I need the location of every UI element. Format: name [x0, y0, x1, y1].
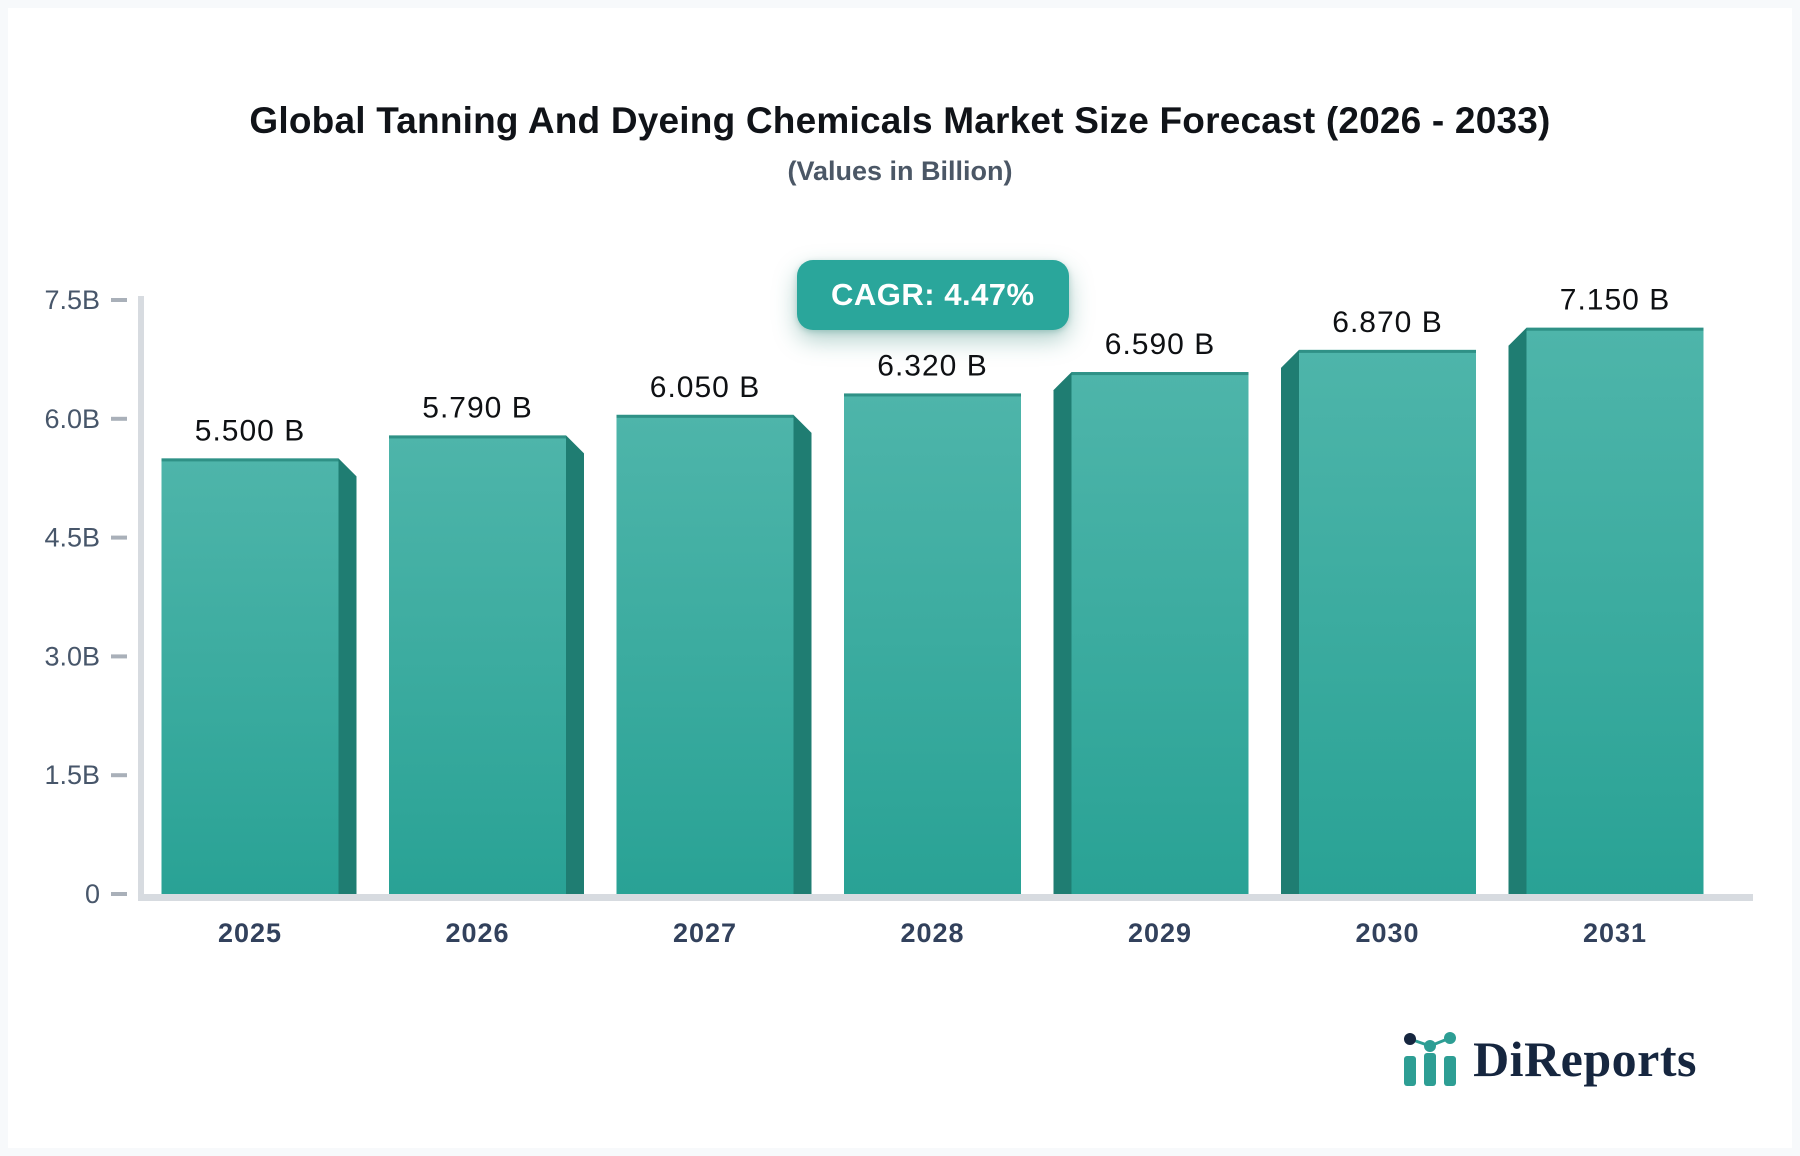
- y-tick-label: 1.5B: [44, 760, 100, 790]
- direports-logo-icon: [1404, 1032, 1457, 1086]
- x-tick-label: 2025: [218, 918, 282, 948]
- y-axis-tick: [111, 654, 127, 659]
- bar-2025[interactable]: [161, 458, 357, 894]
- x-tick-label: 2031: [1583, 918, 1647, 948]
- bar-top-edge: [389, 435, 566, 439]
- y-tick-label: 7.5B: [44, 285, 100, 315]
- bar-value-label: 6.320 B: [877, 349, 987, 382]
- bar-top-edge: [616, 414, 794, 418]
- y-axis-line: [138, 296, 144, 894]
- bar-2026[interactable]: [389, 435, 584, 894]
- bar-top-edge: [1071, 372, 1249, 376]
- bar-2029[interactable]: [1053, 372, 1249, 894]
- bar-value-label: 7.150 B: [1560, 284, 1670, 317]
- bar-top-edge: [1299, 349, 1476, 353]
- x-tick-label: 2028: [900, 918, 964, 948]
- x-tick-label: 2027: [673, 918, 737, 948]
- bar-2031[interactable]: [1508, 327, 1704, 895]
- bar-side-face[interactable]: [793, 414, 812, 894]
- bar-2027[interactable]: [616, 414, 812, 894]
- bar-value-label: 5.500 B: [195, 414, 305, 447]
- y-tick-label: 3.0B: [44, 641, 100, 671]
- x-axis-line: [138, 894, 1753, 901]
- direports-logo-text: DiReports: [1473, 1031, 1697, 1087]
- direports-logo: DiReports: [1401, 1030, 1697, 1088]
- bar-side-face[interactable]: [1281, 349, 1299, 894]
- bar-top-edge: [844, 393, 1021, 397]
- chart-title: Global Tanning And Dyeing Chemicals Mark…: [249, 100, 1551, 141]
- bar-face[interactable]: [161, 458, 339, 894]
- x-tick-label: 2030: [1355, 918, 1419, 948]
- bar-chart: 0 1.5B 3.0B 4.5B 6.0B 7.5B 5.500 B 2025 5.790 B…: [44, 284, 1753, 948]
- y-axis-tick: [111, 298, 127, 302]
- chart-subtitle: (Values in Billion): [787, 156, 1013, 186]
- bar-2028[interactable]: [844, 393, 1021, 894]
- bar-side-face[interactable]: [1508, 327, 1527, 895]
- y-axis-tick: [111, 535, 127, 540]
- x-tick-label: 2029: [1128, 918, 1192, 948]
- bar-value-label: 5.790 B: [422, 391, 532, 424]
- bar-side-face[interactable]: [338, 458, 357, 894]
- bar-face[interactable]: [844, 393, 1021, 894]
- y-tick-label: 0: [85, 879, 100, 909]
- bar-value-label: 6.050 B: [650, 371, 760, 404]
- cagr-badge-label: CAGR: 4.47%: [831, 277, 1035, 312]
- bar-face[interactable]: [1299, 349, 1476, 894]
- bar-face[interactable]: [389, 435, 566, 894]
- cagr-badge: CAGR: 4.47%: [797, 260, 1069, 330]
- bar-face[interactable]: [1071, 372, 1249, 894]
- y-axis-tick: [111, 773, 127, 778]
- x-tick-label: 2026: [445, 918, 509, 948]
- bar-top-edge: [1526, 327, 1704, 331]
- bar-side-face[interactable]: [1053, 372, 1072, 894]
- y-tick-label: 4.5B: [44, 523, 100, 553]
- bar-top-edge: [161, 458, 339, 462]
- bar-face[interactable]: [616, 414, 794, 894]
- y-axis-tick: [111, 416, 127, 421]
- bar-value-label: 6.590 B: [1105, 328, 1215, 361]
- bar-face[interactable]: [1526, 327, 1704, 895]
- y-tick-label: 6.0B: [44, 404, 100, 434]
- y-axis-tick: [111, 892, 127, 896]
- bar-2030[interactable]: [1281, 349, 1476, 894]
- bar-side-face[interactable]: [566, 435, 584, 894]
- bar-value-label: 6.870 B: [1332, 306, 1442, 339]
